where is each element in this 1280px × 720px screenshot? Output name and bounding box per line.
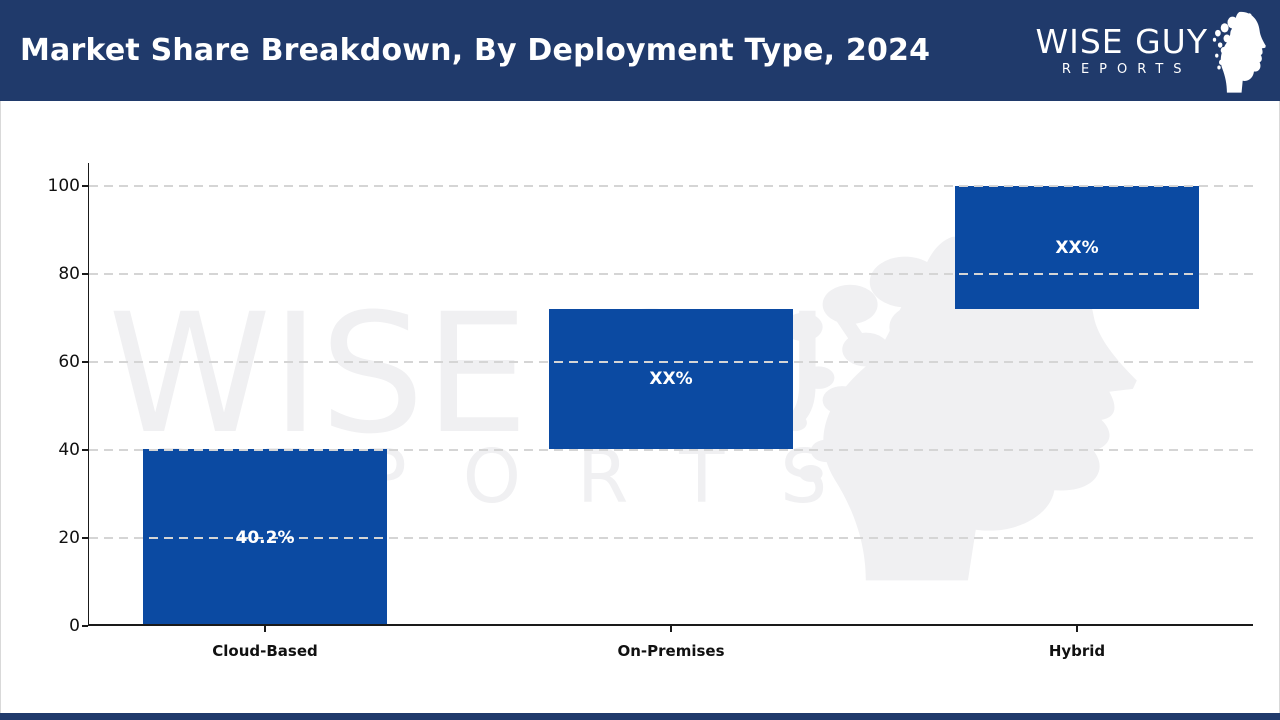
x-tick-On-Premises (670, 626, 672, 632)
y-tick-label-40: 40 (58, 440, 80, 460)
x-tick-Hybrid (1076, 626, 1078, 632)
y-tick-label-20: 20 (58, 528, 80, 548)
x-tick-label-On-Premises: On-Premises (617, 642, 725, 660)
logo-face-icon (1212, 11, 1266, 93)
x-tick-Cloud-Based (264, 626, 266, 632)
bar-value-label-Cloud-Based: 40.2% (235, 527, 295, 548)
bar-value-label-Hybrid: XX% (1055, 237, 1099, 258)
y-tick-80 (81, 273, 88, 275)
y-tick-label-100: 100 (47, 176, 80, 196)
gridline-y-20 (89, 537, 1253, 539)
footer-bar (0, 713, 1280, 720)
bar-Hybrid (955, 186, 1199, 310)
bar-value-label-On-Premises: XX% (649, 369, 693, 390)
y-tick-60 (81, 361, 88, 363)
y-tick-100 (81, 185, 88, 187)
logo-subtext: REPORTS (1061, 61, 1192, 77)
logo-wordmark: WISE GUY (1035, 21, 1208, 61)
watermark-face-icon (767, 236, 1137, 581)
logo-text: WISE GUY REPORTS (1035, 25, 1208, 77)
gridline-y-100 (89, 185, 1253, 187)
bar-On-Premises (549, 309, 793, 450)
gridline-y-40 (89, 449, 1253, 451)
page-title: Market Share Breakdown, By Deployment Ty… (20, 33, 931, 68)
x-tick-label-Hybrid: Hybrid (1048, 642, 1106, 660)
x-tick-label-Cloud-Based: Cloud-Based (212, 642, 318, 660)
y-tick-label-0: 0 (69, 616, 80, 636)
x-axis-line (87, 624, 1253, 626)
wise-guy-logo: WISE GUY REPORTS (1035, 8, 1280, 94)
y-tick-label-60: 60 (58, 352, 80, 372)
header: Market Share Breakdown, By Deployment Ty… (0, 0, 1280, 101)
gridline-y-80 (89, 273, 1253, 275)
y-tick-0 (81, 625, 88, 627)
y-tick-20 (81, 537, 88, 539)
y-tick-40 (81, 449, 88, 451)
gridline-y-60 (89, 361, 1253, 363)
y-tick-label-80: 80 (58, 264, 80, 284)
y-axis-line (87, 163, 89, 626)
